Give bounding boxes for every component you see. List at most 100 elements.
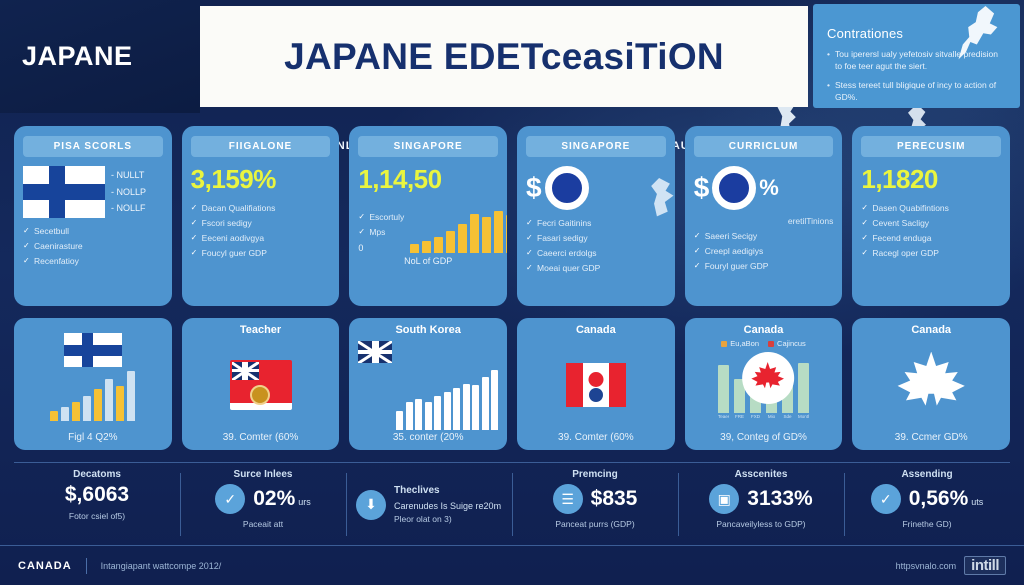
card-finland-bars[interactable]: Figl 4 Q2% <box>14 318 172 450</box>
check-list: Secetbull Caenirasture Recenfatioy <box>23 224 163 269</box>
card-south-korea[interactable]: South Korea 35. conter (20% <box>349 318 508 450</box>
bar <box>446 231 456 253</box>
card-canada-flag[interactable]: Canada 39. Comter (60% <box>517 318 675 450</box>
check-item: Fscori sedigy <box>191 216 331 231</box>
card-caption: 39, Conteg of GD% <box>720 432 807 443</box>
title-panel: JAPANE EDETceasiTiON <box>200 6 808 107</box>
card-title: Canada <box>743 324 784 336</box>
card-header: PERECUSIM <box>861 136 1002 157</box>
stat-label: Surce Inlees <box>233 469 293 480</box>
legend-item: - NULLT <box>111 170 145 181</box>
card-canada-chart[interactable]: Canada Eu,aBon Cajincus Teaes FRE FXD Mio Sd… <box>684 318 843 450</box>
stat-assending[interactable]: Assending ✓ 0,56% uts Frinethe GD) <box>844 463 1010 546</box>
stat-unit: urs <box>298 496 311 507</box>
stat-row: ✓ 02% urs <box>215 484 311 514</box>
stat-row: ▣ 3133% <box>709 484 813 514</box>
stat-value: $,6063 <box>64 483 130 506</box>
currency-symbol: $ <box>526 172 542 203</box>
stat-theclives[interactable]: ⬇ Theclives Carenudes Is Suige re20m Ple… <box>346 463 512 546</box>
stat-decatoms[interactable]: Decatoms $,6063 Fotor csiel of5) <box>14 463 180 546</box>
legend-item: - NOLLF <box>111 203 146 214</box>
check-item: Fouryl guer GDP <box>694 259 834 274</box>
currency-symbol: $ <box>693 172 710 203</box>
card-teacher[interactable]: Teacher 39. Comter (60% <box>181 318 340 450</box>
check-item: Racegl oper GDP <box>861 246 1001 261</box>
check-item: Recenfatioy <box>23 254 163 269</box>
card-header: FIIGALONE <box>190 136 331 157</box>
card-caption: 39. Comter (60% <box>558 432 634 443</box>
card-singapore-donut[interactable]: SINGAPORE $ Fecri Gaitinins Fasari sedig… <box>517 126 675 306</box>
check-item: Foucyl guer GDP <box>191 246 331 261</box>
card-header: PISA SCORLS <box>23 136 163 157</box>
bar <box>116 386 125 421</box>
check-item: Fecend enduga <box>861 231 1001 246</box>
stat-sub: Pleor olat on 3) <box>394 514 452 524</box>
bar <box>491 369 499 430</box>
check-item: Caenirasture <box>23 239 163 254</box>
footer-note: Intangiapant wattcompe 2012/ <box>100 560 222 571</box>
download-circle-icon: ⬇ <box>356 489 386 520</box>
stat-surce-inlees[interactable]: Surce Inlees ✓ 02% urs Paceait att <box>180 463 346 546</box>
card-curriclum[interactable]: CURRICLUM $ % eretilTinions Saeeri Secig… <box>684 126 843 306</box>
bar <box>481 376 489 430</box>
footer-brand: CANADA <box>18 559 72 572</box>
stat-number: 02% <box>253 486 296 510</box>
bar <box>434 395 442 430</box>
bar <box>410 244 420 253</box>
check-item: Escortuly <box>358 210 404 225</box>
stat-premcing[interactable]: Premcing ☰ $835 Panceat purrs (GDP) <box>512 463 678 546</box>
percent-symbol: % <box>759 175 779 200</box>
donut-chart-row: $ <box>526 166 666 210</box>
card-body <box>355 339 501 430</box>
cards-row-1: PISA SCORLS - NULLT - NOLLP - NOLLF Sece… <box>14 126 1011 306</box>
bar <box>462 383 470 430</box>
card-title: South Korea <box>395 324 461 336</box>
footer-divider <box>85 557 87 574</box>
card-title: Canada <box>911 324 952 336</box>
stat-row: ✓ 0,56% uts <box>870 484 984 514</box>
bar <box>94 388 103 421</box>
check-circle-icon: ✓ <box>870 484 901 514</box>
card-value: 1,1820 <box>861 164 938 194</box>
blue-dot <box>588 388 603 403</box>
bar-chart-south-korea <box>396 368 499 430</box>
bar <box>472 385 480 430</box>
bar <box>453 387 461 430</box>
card-singapore-bars[interactable]: SINGAPORE 1,14,50 Escortuly Mps 0 NoL of… <box>349 126 508 306</box>
stat-asscenites[interactable]: Asscenites ▣ 3133% Pancaveilyless to GDP… <box>678 463 844 546</box>
bar <box>50 410 59 421</box>
card-fiigalone[interactable]: FIIGALONE 3,159% Dacan Qualifiations Fsc… <box>181 126 340 306</box>
bar <box>458 224 468 253</box>
legend-label: Cajincus <box>777 339 806 348</box>
check-item: Creepl aedigiys <box>694 244 834 259</box>
footer-url[interactable]: httpsvnalo.com <box>895 560 957 571</box>
bar-chart-finland <box>50 369 136 421</box>
bar <box>443 392 451 430</box>
axis-label: Teaes <box>718 414 730 419</box>
card-title: Teacher <box>239 324 282 336</box>
union-jack-canton <box>231 361 259 380</box>
stat-unit: uts <box>971 496 984 507</box>
stat-label: Asscenites <box>734 469 788 480</box>
axis-label: Sde <box>783 414 792 419</box>
card-pisa-scorls[interactable]: PISA SCORLS - NULLT - NOLLP - NOLLF Sece… <box>14 126 172 306</box>
bar <box>494 211 504 253</box>
cards-row-2: Figl 4 Q2% Teacher 39. Comter (60% South… <box>14 318 1011 450</box>
check-item: Moeai quer GDP <box>526 261 666 276</box>
card-perecusim[interactable]: PERECUSIM 1,1820 Dasen Quabifintions Cev… <box>852 126 1011 306</box>
card-body <box>858 339 1004 430</box>
card-canada-leaf[interactable]: Canada 39. Ccmer GD% <box>852 318 1011 450</box>
bar <box>61 407 70 421</box>
card-body: Teaes FRE FXD Mio Sde Month <box>691 350 837 430</box>
finland-flag-icon <box>63 333 122 367</box>
card-title: Canada <box>575 324 616 336</box>
page-title: JAPANE EDETceasiTiON <box>284 35 724 77</box>
canada-pale-flag-icon <box>565 362 626 407</box>
image-circle-icon: ▣ <box>709 484 740 514</box>
info-bullet: Tou iperersl ualy yefetosiv sitvalle pre… <box>827 48 1006 73</box>
stat-value: Carenudes Is Suige re20m <box>394 501 502 511</box>
stat-label: Theclives <box>394 485 440 496</box>
check-item: Saeeri Secigy <box>694 229 834 244</box>
card-caption: 39. Comter (60% <box>222 432 299 443</box>
